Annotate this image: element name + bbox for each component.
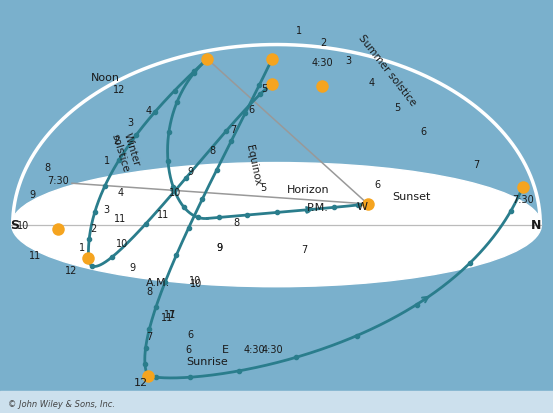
- Text: 7:30: 7:30: [47, 176, 69, 186]
- Text: 4:30: 4:30: [243, 344, 265, 354]
- Text: 3: 3: [103, 205, 110, 215]
- Text: 12: 12: [113, 85, 125, 95]
- Text: Equinox: Equinox: [244, 143, 263, 186]
- Text: 8: 8: [233, 217, 239, 227]
- Text: 7: 7: [301, 245, 308, 255]
- Text: 12: 12: [134, 377, 148, 387]
- Ellipse shape: [12, 163, 541, 287]
- Text: 9: 9: [187, 166, 194, 176]
- Text: P.M.: P.M.: [307, 203, 329, 213]
- Text: 10: 10: [190, 278, 202, 288]
- Text: 7: 7: [168, 309, 175, 319]
- Text: 4: 4: [368, 78, 375, 88]
- Text: 3: 3: [127, 118, 133, 128]
- Text: 4:30: 4:30: [311, 58, 333, 68]
- Text: 5: 5: [260, 183, 267, 193]
- Text: 9: 9: [29, 190, 35, 200]
- Bar: [0, 392, 553, 413]
- Text: E: E: [222, 344, 229, 354]
- Text: 6: 6: [420, 126, 426, 136]
- Text: Winter
solstice: Winter solstice: [110, 129, 142, 173]
- Text: S: S: [10, 218, 19, 232]
- Text: 10: 10: [17, 220, 29, 230]
- Text: 7:30: 7:30: [512, 195, 534, 204]
- Text: 6: 6: [187, 330, 194, 339]
- Text: 11: 11: [114, 214, 127, 224]
- Text: 7: 7: [473, 159, 480, 169]
- Text: 2: 2: [90, 223, 96, 233]
- Text: 6: 6: [374, 180, 381, 190]
- Text: Noon: Noon: [91, 73, 119, 83]
- Text: 11: 11: [29, 250, 41, 260]
- Text: 1: 1: [79, 243, 85, 253]
- Text: 11: 11: [156, 210, 169, 220]
- Text: 7: 7: [146, 332, 153, 342]
- Text: A.M.: A.M.: [145, 277, 170, 287]
- Text: 10: 10: [116, 239, 128, 249]
- Text: 8: 8: [146, 286, 153, 296]
- Text: 10: 10: [169, 187, 181, 197]
- Text: 4: 4: [117, 187, 124, 197]
- Text: N: N: [530, 218, 541, 232]
- Text: 6: 6: [248, 104, 255, 114]
- Text: 5: 5: [261, 84, 268, 94]
- Text: 5: 5: [394, 102, 400, 112]
- Text: 9: 9: [216, 243, 222, 253]
- Text: 8: 8: [210, 146, 216, 156]
- Text: 4: 4: [145, 106, 152, 116]
- Text: 11: 11: [164, 309, 176, 319]
- Text: Sunrise: Sunrise: [186, 356, 228, 366]
- Text: 2: 2: [113, 135, 119, 145]
- Text: 3: 3: [345, 56, 352, 66]
- Text: 9: 9: [129, 263, 136, 273]
- Text: 4:30: 4:30: [262, 344, 284, 354]
- Text: © John Wiley & Sons, Inc.: © John Wiley & Sons, Inc.: [8, 399, 115, 408]
- Text: 7: 7: [230, 125, 237, 135]
- Text: Horizon: Horizon: [287, 184, 330, 194]
- Text: 1: 1: [295, 26, 302, 36]
- Text: 10: 10: [189, 275, 201, 285]
- Text: W: W: [357, 202, 368, 212]
- Text: 6: 6: [185, 344, 191, 354]
- Text: 8: 8: [44, 162, 50, 172]
- Text: 9: 9: [216, 242, 222, 252]
- Text: 2: 2: [320, 38, 327, 48]
- Text: Sunset: Sunset: [393, 191, 431, 201]
- Text: Summer solstice: Summer solstice: [356, 33, 418, 107]
- Text: 11: 11: [161, 312, 173, 322]
- Text: 12: 12: [65, 266, 77, 275]
- Text: 1: 1: [103, 156, 110, 166]
